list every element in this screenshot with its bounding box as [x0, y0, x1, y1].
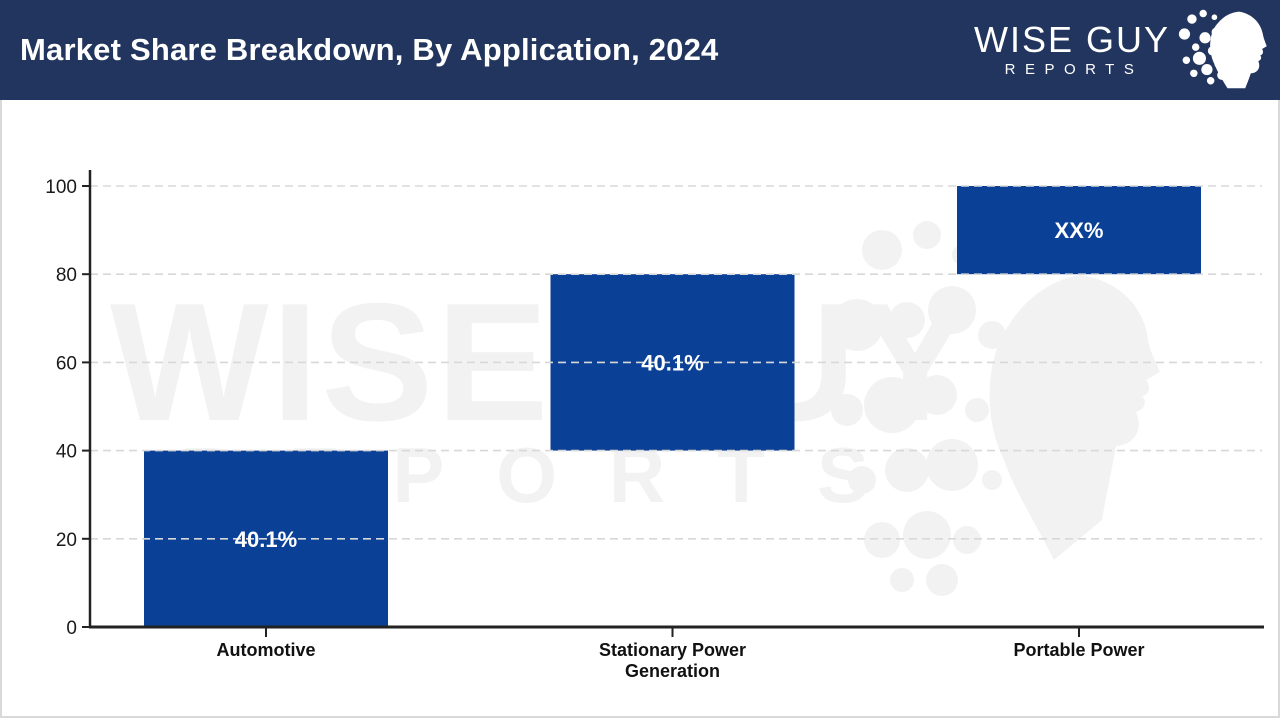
y-tick-label: 100 [45, 177, 77, 198]
plot-area: WISE GUY REPORTS 40.1% 40.1% XX% 0 20 40 60 80 1… [0, 100, 1280, 718]
bar-value-label: 40.1% [235, 527, 297, 552]
wiseguy-logo: WISE GUY REPORTS [974, 6, 1268, 92]
bar-chart: 40.1% 40.1% XX% 0 20 40 60 80 100 Automotive Stati… [45, 170, 1264, 681]
logo-subtitle: REPORTS [1004, 61, 1144, 78]
x-axis-category-label: Generation [625, 661, 720, 681]
logo-wordmark: WISE GUY [973, 19, 1170, 60]
x-axis-category-label: Automotive [217, 640, 316, 660]
y-tick-label: 80 [56, 265, 77, 286]
y-tick-label: 60 [56, 353, 77, 374]
y-tick-label: 40 [56, 442, 77, 463]
logo-text: WISE GUY REPORTS [973, 19, 1170, 79]
bar-segment [957, 186, 1201, 275]
wiseguy-head-icon [1178, 9, 1267, 89]
bar-value-label: 40.1% [641, 350, 703, 375]
x-axis-category-label: Stationary Power [599, 640, 746, 660]
y-tick-label: 0 [66, 618, 77, 639]
chart-title: Market Share Breakdown, By Application, … [20, 32, 719, 67]
header-bar: Market Share Breakdown, By Application, … [0, 0, 1280, 100]
y-tick-label: 20 [56, 530, 77, 551]
x-axis-category-label: Portable Power [1013, 640, 1144, 660]
bar-value-label: XX% [1055, 218, 1104, 243]
